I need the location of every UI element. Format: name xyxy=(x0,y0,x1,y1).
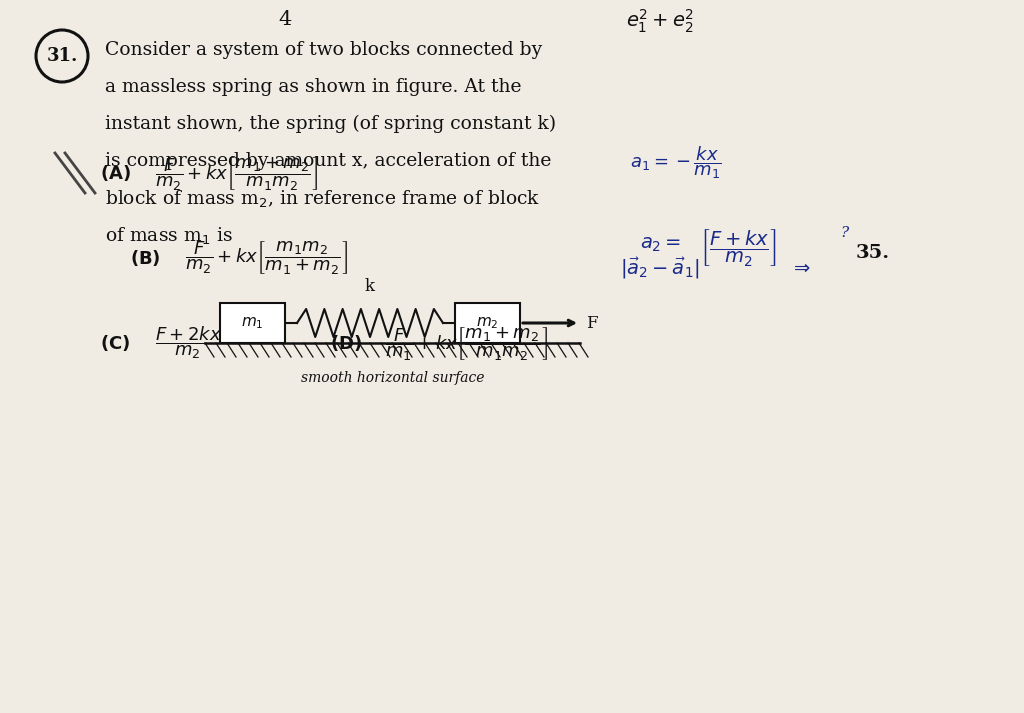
Text: 31.: 31. xyxy=(46,47,78,65)
Text: $e_1^2 + e_2^2$: $e_1^2 + e_2^2$ xyxy=(626,8,694,36)
Text: $m_2$: $m_2$ xyxy=(476,315,499,331)
Text: $\mathbf{(D)}$: $\mathbf{(D)}$ xyxy=(330,333,361,353)
Text: $\mathbf{(B)}$: $\mathbf{(B)}$ xyxy=(130,248,161,268)
Bar xyxy=(455,303,520,343)
Text: smooth horizontal surface: smooth horizontal surface xyxy=(301,371,484,385)
Text: a massless spring as shown in figure. At the: a massless spring as shown in figure. At… xyxy=(105,78,521,96)
Text: $\dfrac{F}{m_1} + kx\left[\dfrac{m_1 + m_2}{m_1 m_2}\right]$: $\dfrac{F}{m_1} + kx\left[\dfrac{m_1 + m… xyxy=(385,324,548,361)
Bar xyxy=(220,303,285,343)
Text: 35.: 35. xyxy=(856,244,890,262)
Text: $m_1$: $m_1$ xyxy=(242,315,264,331)
Text: $\mathbf{(C)}$: $\mathbf{(C)}$ xyxy=(100,333,130,353)
Text: ?: ? xyxy=(840,226,848,240)
Text: is compressed by amount x, acceleration of the: is compressed by amount x, acceleration … xyxy=(105,152,551,170)
Text: $\left[\dfrac{F+kx}{m_{2}}\right]$: $\left[\dfrac{F+kx}{m_{2}}\right]$ xyxy=(700,227,776,269)
Text: instant shown, the spring (of spring constant k): instant shown, the spring (of spring con… xyxy=(105,115,556,133)
Text: $a_1 = -\dfrac{kx}{m_1}$: $a_1 = -\dfrac{kx}{m_1}$ xyxy=(630,145,722,181)
Text: $\Rightarrow$: $\Rightarrow$ xyxy=(790,259,811,277)
Text: Consider a system of two blocks connected by: Consider a system of two blocks connecte… xyxy=(105,41,543,59)
Text: block of mass m$_2$, in reference frame of block: block of mass m$_2$, in reference frame … xyxy=(105,189,541,210)
Text: $\mathbf{(A)}$: $\mathbf{(A)}$ xyxy=(100,163,131,183)
Text: $\dfrac{F}{m_2} + kx\left[\dfrac{m_1 m_2}{m_1 + m_2}\right]$: $\dfrac{F}{m_2} + kx\left[\dfrac{m_1 m_2… xyxy=(185,240,348,277)
Text: $\dfrac{F + 2kx}{m_2}$: $\dfrac{F + 2kx}{m_2}$ xyxy=(155,324,222,361)
Text: $|\vec{a}_2 - \vec{a}_1|$: $|\vec{a}_2 - \vec{a}_1|$ xyxy=(620,255,699,281)
Text: 4: 4 xyxy=(279,10,292,29)
Text: $\dfrac{F}{m_2} + kx\left[\dfrac{m_1 + m_2}{m_1 m_2}\right]$: $\dfrac{F}{m_2} + kx\left[\dfrac{m_1 + m… xyxy=(155,155,318,192)
Text: $a_2 =$: $a_2 =$ xyxy=(640,236,681,254)
Text: k: k xyxy=(365,278,375,295)
Text: of mass m$_1$ is: of mass m$_1$ is xyxy=(105,226,232,247)
Text: F: F xyxy=(586,314,598,332)
